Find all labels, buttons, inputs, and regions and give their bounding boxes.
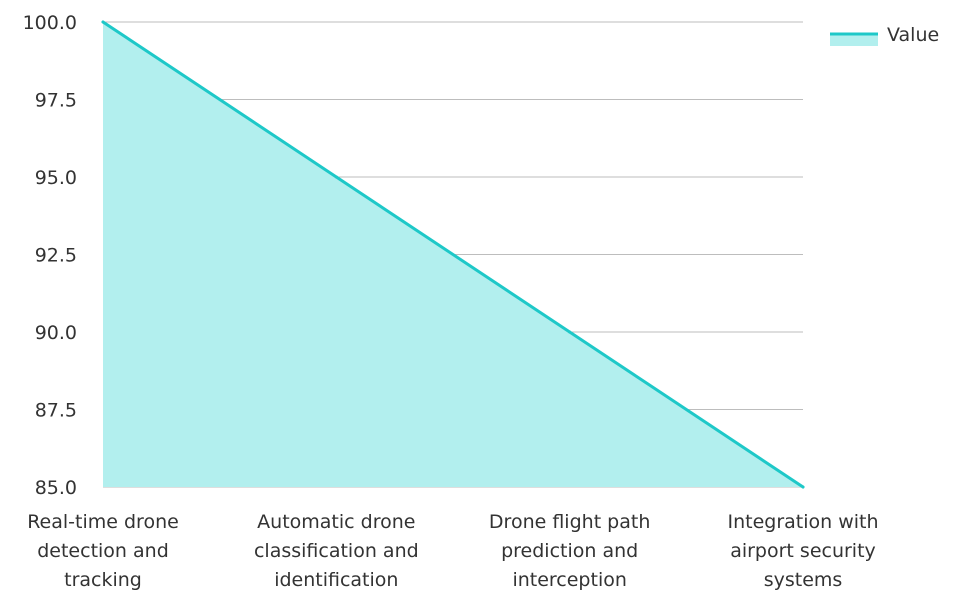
legend-swatch-fill: [830, 34, 878, 46]
x-tick-label: Automatic drone classification and identif…: [254, 511, 419, 591]
x-tick-label-line: classification and: [254, 540, 419, 562]
x-tick-label-line: identification: [274, 569, 398, 591]
data-point: [568, 330, 572, 334]
y-tick-label: 100.0: [23, 12, 77, 34]
legend-label-value: Value: [887, 24, 939, 46]
y-tick-label: 95.0: [35, 167, 77, 189]
x-tick-label-line: systems: [764, 569, 843, 591]
x-tick-label-line: tracking: [64, 569, 142, 591]
y-tick-label: 87.5: [35, 400, 77, 422]
data-point: [334, 175, 338, 179]
x-axis: Real-time drone detection and tracking Auto…: [27, 511, 878, 591]
area-layer: [101, 20, 805, 489]
x-tick-label: Integration with airport security systems: [727, 511, 878, 591]
x-tick-label: Drone flight path prediction and intercept…: [489, 511, 650, 591]
x-tick-label-line: Automatic drone: [257, 511, 415, 533]
x-tick-label-line: Integration with: [727, 511, 878, 533]
x-tick-label-line: airport security: [730, 540, 876, 562]
data-point: [101, 20, 105, 24]
x-tick-label-line: detection and: [37, 540, 169, 562]
y-tick-label: 97.5: [35, 90, 77, 112]
y-tick-label: 92.5: [35, 245, 77, 267]
x-tick-label-line: prediction and: [501, 540, 638, 562]
y-axis: 85.0 87.5 90.0 92.5 95.0 97.5 100.0: [23, 12, 77, 499]
y-tick-label: 85.0: [35, 477, 77, 499]
legend: Value: [830, 24, 939, 46]
x-tick-label: Real-time drone detection and tracking: [27, 511, 179, 591]
x-tick-label-line: interception: [512, 569, 626, 591]
x-tick-label-line: Drone flight path: [489, 511, 650, 533]
x-tick-label-line: Real-time drone: [27, 511, 179, 533]
series-line-0: [101, 20, 805, 489]
y-tick-label: 90.0: [35, 322, 77, 344]
data-point: [801, 485, 805, 489]
